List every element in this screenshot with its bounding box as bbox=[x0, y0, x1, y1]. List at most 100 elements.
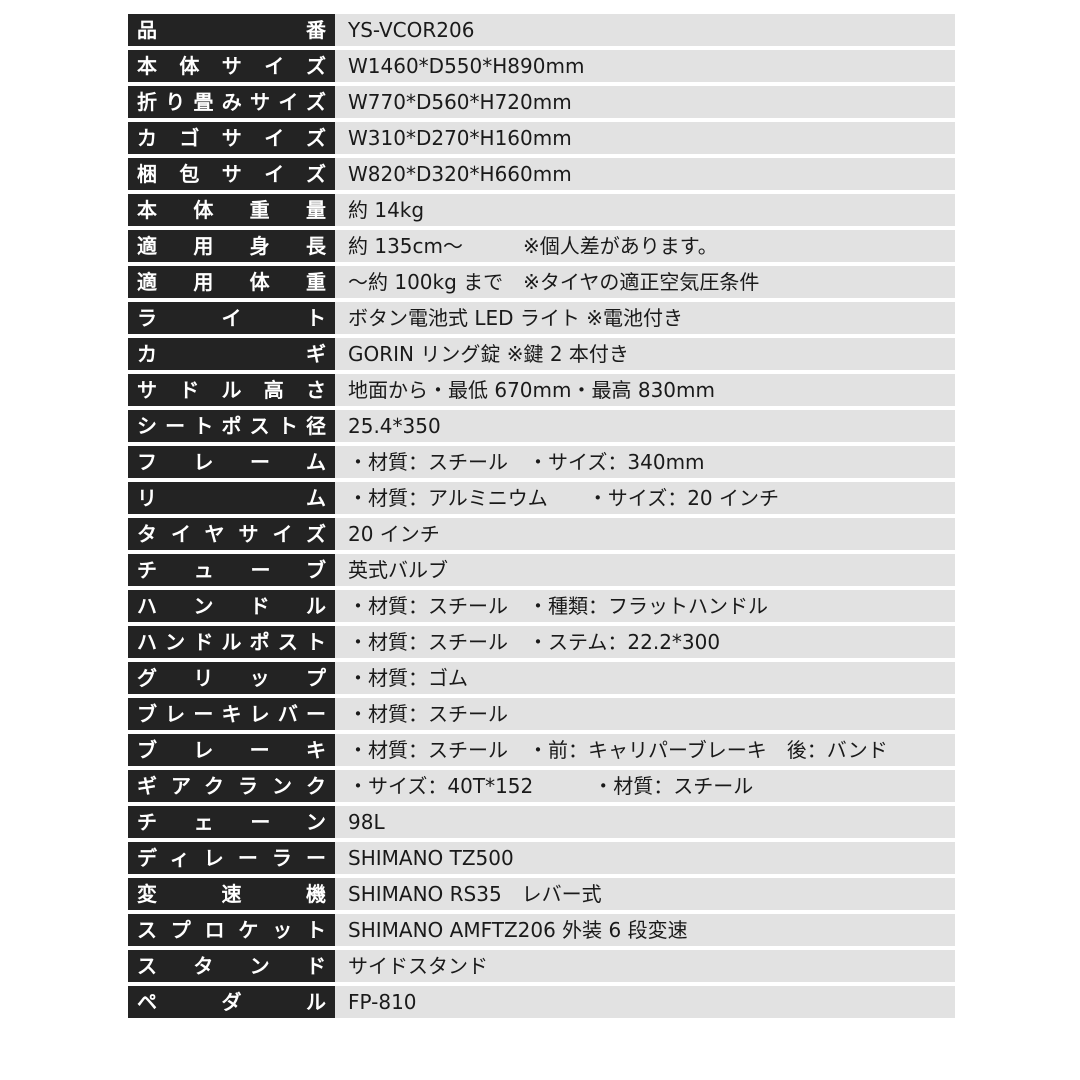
spec-value-cell: 約 135cm〜 ※個人差があります。 bbox=[335, 230, 955, 262]
spec-value-cell: ・材質：スチール ・サイズ：340mm bbox=[335, 446, 955, 478]
spec-label-text: スタンド bbox=[137, 954, 326, 978]
spec-value-cell: W310*D270*H160mm bbox=[335, 122, 955, 154]
spec-label-text: 適用身長 bbox=[137, 234, 326, 258]
spec-label-cell: 変速機 bbox=[128, 878, 335, 910]
spec-label-text: ディレーラー bbox=[137, 846, 326, 870]
table-row: シートポスト径 25.4*350 bbox=[128, 410, 955, 442]
spec-label-text: シートポスト径 bbox=[137, 414, 326, 438]
spec-label-cell: ディレーラー bbox=[128, 842, 335, 874]
spec-value-cell: ・材質：スチール ・前：キャリパーブレーキ 後：バンド bbox=[335, 734, 955, 766]
spec-label-text: 本体重量 bbox=[137, 198, 326, 222]
spec-value-cell: 98L bbox=[335, 806, 955, 838]
spec-value-cell: FP-810 bbox=[335, 986, 955, 1018]
spec-value-cell: ・材質：ゴム bbox=[335, 662, 955, 694]
spec-value-cell: 英式バルブ bbox=[335, 554, 955, 586]
spec-label-text: サドル高さ bbox=[137, 378, 326, 402]
spec-value-cell: ・材質：スチール bbox=[335, 698, 955, 730]
table-row: グリップ ・材質：ゴム bbox=[128, 662, 955, 694]
spec-label-cell: シートポスト径 bbox=[128, 410, 335, 442]
spec-value-cell: ボタン電池式 LED ライト ※電池付き bbox=[335, 302, 955, 334]
table-row: ブレーキ ・材質：スチール ・前：キャリパーブレーキ 後：バンド bbox=[128, 734, 955, 766]
spec-label-cell: ペダル bbox=[128, 986, 335, 1018]
table-row: ブレーキレバー ・材質：スチール bbox=[128, 698, 955, 730]
spec-value-cell: ・サイズ：40T*152 ・材質：スチール bbox=[335, 770, 955, 802]
spec-label-text: 折り畳みサイズ bbox=[137, 90, 326, 114]
spec-label-text: ブレーキ bbox=[137, 738, 326, 762]
spec-label-cell: チューブ bbox=[128, 554, 335, 586]
spec-value-cell: GORIN リング錠 ※鍵 2 本付き bbox=[335, 338, 955, 370]
spec-label-cell: ブレーキレバー bbox=[128, 698, 335, 730]
spec-value-cell: W770*D560*H720mm bbox=[335, 86, 955, 118]
spec-label-cell: 適用体重 bbox=[128, 266, 335, 298]
spec-label-cell: 適用身長 bbox=[128, 230, 335, 262]
spec-label-cell: チェーン bbox=[128, 806, 335, 838]
spec-label-text: スプロケット bbox=[137, 918, 326, 942]
spec-value-cell: SHIMANO RS35 レバー式 bbox=[335, 878, 955, 910]
table-row: 適用身長約 135cm〜 ※個人差があります。 bbox=[128, 230, 955, 262]
spec-value-cell: YS-VCOR206 bbox=[335, 14, 955, 46]
spec-label-cell: フレーム bbox=[128, 446, 335, 478]
table-row: ギアクランク ・サイズ：40T*152 ・材質：スチール bbox=[128, 770, 955, 802]
spec-value-cell: SHIMANO TZ500 bbox=[335, 842, 955, 874]
spec-label-cell: グリップ bbox=[128, 662, 335, 694]
spec-label-text: ハンドル bbox=[137, 594, 326, 618]
spec-label-text: ペダル bbox=[137, 990, 326, 1014]
table-row: ライト ボタン電池式 LED ライト ※電池付き bbox=[128, 302, 955, 334]
spec-value-cell: ・材質：スチール ・ステム：22.2*300 bbox=[335, 626, 955, 658]
table-row: サドル高さ 地面から・最低 670mm・最高 830mm bbox=[128, 374, 955, 406]
table-row: スタンド サイドスタンド bbox=[128, 950, 955, 982]
spec-value-cell: 20 インチ bbox=[335, 518, 955, 550]
spec-label-text: 梱包サイズ bbox=[137, 162, 326, 186]
spec-label-cell: ギアクランク bbox=[128, 770, 335, 802]
spec-label-cell: ハンドル bbox=[128, 590, 335, 622]
spec-label-text: リム bbox=[137, 486, 326, 510]
table-row: 折り畳みサイズ W770*D560*H720mm bbox=[128, 86, 955, 118]
spec-label-cell: 折り畳みサイズ bbox=[128, 86, 335, 118]
spec-label-cell: スタンド bbox=[128, 950, 335, 982]
spec-label-cell: タイヤサイズ bbox=[128, 518, 335, 550]
spec-label-cell: ハンドルポスト bbox=[128, 626, 335, 658]
table-row: ハンドル ・材質：スチール ・種類：フラットハンドル bbox=[128, 590, 955, 622]
table-row: 変速機 SHIMANO RS35 レバー式 bbox=[128, 878, 955, 910]
spec-label-cell: サドル高さ bbox=[128, 374, 335, 406]
spec-table: 品番 YS-VCOR206 本体サイズ W1460*D550*H890mm 折り畳みサイ… bbox=[128, 14, 955, 1022]
spec-label-cell: ライト bbox=[128, 302, 335, 334]
spec-value-cell: SHIMANO AMFTZ206 外装 6 段変速 bbox=[335, 914, 955, 946]
spec-label-text: チューブ bbox=[137, 558, 326, 582]
table-row: チューブ 英式バルブ bbox=[128, 554, 955, 586]
table-row: リム ・材質：アルミニウム ・サイズ：20 インチ bbox=[128, 482, 955, 514]
table-row: 本体重量約 14kg bbox=[128, 194, 955, 226]
table-row: 梱包サイズ W820*D320*H660mm bbox=[128, 158, 955, 190]
spec-label-text: チェーン bbox=[137, 810, 326, 834]
spec-label-cell: カゴサイズ bbox=[128, 122, 335, 154]
table-row: カギ GORIN リング錠 ※鍵 2 本付き bbox=[128, 338, 955, 370]
table-row: 適用体重 〜約 100kg まで ※タイヤの適正空気圧条件 bbox=[128, 266, 955, 298]
spec-label-text: タイヤサイズ bbox=[137, 522, 326, 546]
table-row: フレーム ・材質：スチール ・サイズ：340mm bbox=[128, 446, 955, 478]
table-row: タイヤサイズ 20 インチ bbox=[128, 518, 955, 550]
spec-label-cell: リム bbox=[128, 482, 335, 514]
spec-label-text: カギ bbox=[137, 342, 326, 366]
spec-label-text: ギアクランク bbox=[137, 774, 326, 798]
spec-value-cell: 約 14kg bbox=[335, 194, 955, 226]
table-row: ディレーラー SHIMANO TZ500 bbox=[128, 842, 955, 874]
spec-label-text: ライト bbox=[137, 306, 326, 330]
spec-label-cell: 本体重量 bbox=[128, 194, 335, 226]
spec-label-cell: スプロケット bbox=[128, 914, 335, 946]
spec-label-text: 適用体重 bbox=[137, 270, 326, 294]
table-row: 品番 YS-VCOR206 bbox=[128, 14, 955, 46]
spec-value-cell: W1460*D550*H890mm bbox=[335, 50, 955, 82]
spec-value-cell: W820*D320*H660mm bbox=[335, 158, 955, 190]
spec-value-cell: 25.4*350 bbox=[335, 410, 955, 442]
spec-value-cell: ・材質：スチール ・種類：フラットハンドル bbox=[335, 590, 955, 622]
spec-label-text: フレーム bbox=[137, 450, 326, 474]
table-row: チェーン 98L bbox=[128, 806, 955, 838]
table-row: スプロケット SHIMANO AMFTZ206 外装 6 段変速 bbox=[128, 914, 955, 946]
spec-value-cell: ・材質：アルミニウム ・サイズ：20 インチ bbox=[335, 482, 955, 514]
table-row: カゴサイズ W310*D270*H160mm bbox=[128, 122, 955, 154]
table-row: 本体サイズ W1460*D550*H890mm bbox=[128, 50, 955, 82]
spec-label-cell: 梱包サイズ bbox=[128, 158, 335, 190]
table-row: ハンドルポスト ・材質：スチール ・ステム：22.2*300 bbox=[128, 626, 955, 658]
spec-label-text: グリップ bbox=[137, 666, 326, 690]
spec-label-text: 品番 bbox=[137, 18, 326, 42]
